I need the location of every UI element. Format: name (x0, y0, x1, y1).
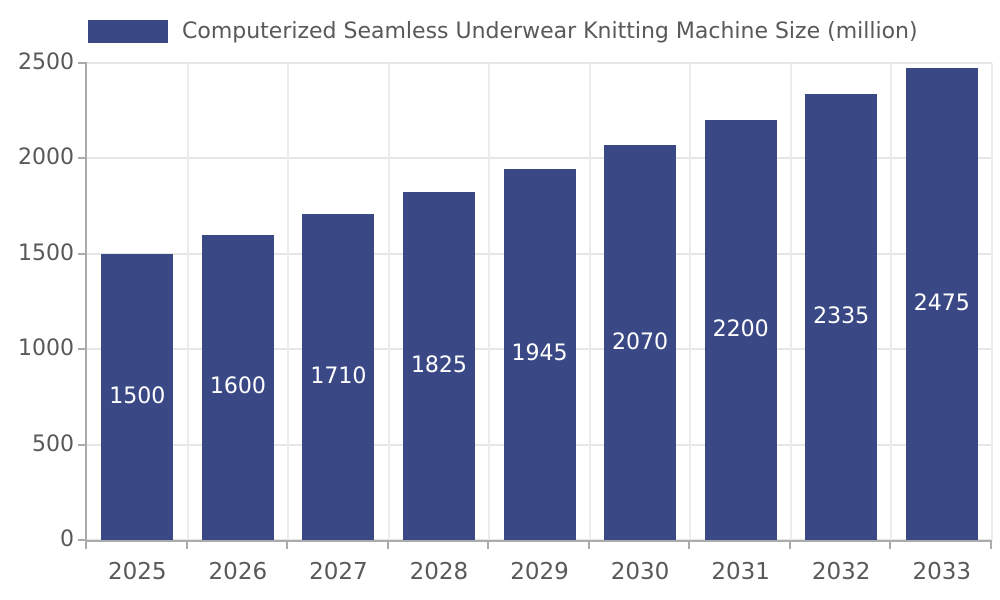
x-tick (587, 540, 590, 549)
bar-value-label: 2200 (712, 317, 769, 343)
bar-value-label: 2070 (612, 329, 669, 355)
bar-value-label: 2475 (913, 290, 970, 316)
y-tick (78, 443, 87, 446)
x-tick (386, 540, 389, 549)
x-tick-label: 2031 (711, 559, 770, 585)
y-tick-label: 2000 (18, 145, 74, 171)
y-tick-label: 1500 (18, 240, 74, 266)
bar-value-label: 1500 (109, 383, 166, 409)
x-tick-label: 2030 (610, 559, 670, 585)
y-tick (78, 539, 87, 541)
bar (805, 94, 878, 540)
legend-swatch (88, 19, 168, 43)
bar-value-label: 1945 (511, 341, 568, 367)
y-tick (78, 157, 87, 160)
x-tick (286, 540, 289, 549)
bar (101, 253, 174, 540)
gridline-x (991, 63, 993, 540)
bar (604, 145, 677, 540)
y-axis-line (85, 63, 87, 549)
bar-value-label: 1710 (310, 363, 367, 389)
legend-label: Computerized Seamless Underwear Knitting… (182, 18, 918, 44)
bar-value-label: 1825 (410, 352, 467, 378)
y-tick-label: 2500 (18, 50, 74, 75)
bar (704, 120, 777, 540)
x-tick-label: 2028 (409, 559, 469, 585)
x-tick-label: 2032 (811, 559, 871, 585)
y-tick-label: 1000 (18, 336, 74, 362)
legend: Computerized Seamless Underwear Knitting… (88, 14, 918, 48)
x-tick-label: 2029 (510, 559, 569, 585)
bar-value-label: 2335 (813, 304, 870, 330)
gridline-x (689, 63, 692, 540)
gridline-x (789, 63, 792, 540)
x-tick-label: 2025 (107, 559, 167, 585)
gridline-y (87, 157, 992, 160)
x-tick (889, 540, 892, 549)
x-tick (990, 540, 992, 549)
y-tick (78, 348, 87, 351)
x-tick (185, 540, 188, 549)
bar (905, 67, 978, 540)
x-tick (487, 540, 490, 549)
bar (402, 191, 475, 540)
x-axis-line (87, 540, 992, 542)
x-tick (788, 540, 791, 549)
bar-value-label: 1600 (209, 374, 266, 400)
y-tick-label: 0 (60, 527, 74, 552)
gridline-x (588, 63, 591, 540)
y-tick-label: 500 (32, 431, 74, 457)
x-tick-label: 2027 (309, 559, 368, 585)
y-tick (78, 62, 87, 64)
x-tick-label: 2033 (912, 559, 971, 585)
bar (201, 234, 274, 540)
gridline-x (890, 63, 893, 540)
gridline-x (287, 63, 290, 540)
x-tick-label: 2026 (208, 559, 268, 585)
gridline-x (488, 63, 491, 540)
gridline-y (87, 62, 992, 64)
bar (302, 213, 375, 540)
y-tick (78, 252, 87, 255)
bar (503, 168, 576, 540)
gridline-x (387, 63, 390, 540)
gridline-x (186, 63, 189, 540)
x-tick (688, 540, 691, 549)
